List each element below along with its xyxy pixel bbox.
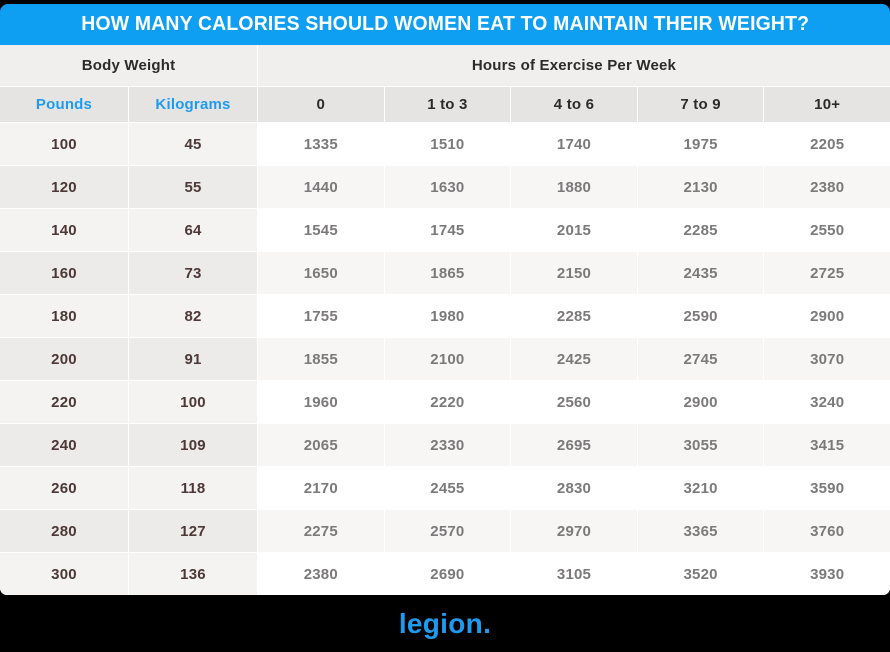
calorie-cell: 2900: [764, 295, 890, 337]
body-weight-cell: 280: [0, 510, 128, 552]
calorie-cell: 2380: [764, 166, 890, 208]
calorie-cell: 1335: [258, 123, 384, 165]
calorie-cell: 2725: [764, 252, 890, 294]
calorie-cell: 3365: [637, 510, 764, 552]
calorie-cell: 2065: [258, 424, 384, 466]
calorie-cell: 1630: [384, 166, 511, 208]
calorie-cell: 1980: [384, 295, 511, 337]
calorie-cell: 3070: [764, 338, 890, 380]
body-weight-cell: 140: [0, 209, 128, 251]
calorie-cell: 1740: [511, 123, 637, 165]
body-weight-cell: 180: [0, 295, 128, 337]
calorie-cell: 3520: [637, 553, 764, 595]
calorie-cell: 1960: [258, 381, 384, 423]
calorie-cell: 1880: [511, 166, 637, 208]
body-weight-cell: 55: [129, 166, 257, 208]
calorie-cell: 3930: [764, 553, 890, 595]
calorie-cell: 3055: [637, 424, 764, 466]
calorie-cell: 2100: [384, 338, 511, 380]
body-weight-cell: 118: [129, 467, 257, 509]
calorie-cell: 2015: [511, 209, 637, 251]
calorie-cell: 2205: [764, 123, 890, 165]
body-weight-cell: 64: [129, 209, 257, 251]
calorie-cell: 1545: [258, 209, 384, 251]
calorie-cell: 2745: [637, 338, 764, 380]
calorie-cell: 2900: [637, 381, 764, 423]
calorie-cell: 2970: [511, 510, 637, 552]
body-weight-cell: 300: [0, 553, 128, 595]
column-header-1-to-3-hours: 1 to 3: [384, 87, 511, 122]
legion-logo: legion.: [398, 608, 492, 639]
calorie-cell: 1440: [258, 166, 384, 208]
calorie-cell: 2690: [384, 553, 511, 595]
body-weight-cell: 220: [0, 381, 128, 423]
calorie-cell: 3240: [764, 381, 890, 423]
body-weight-cell: 82: [129, 295, 257, 337]
body-weight-cell: 100: [0, 123, 128, 165]
calorie-cell: 2435: [637, 252, 764, 294]
body-weight-cell: 240: [0, 424, 128, 466]
calorie-cell: 1865: [384, 252, 511, 294]
body-weight-cell: 109: [129, 424, 257, 466]
calorie-table: Body Weight Hours of Exercise Per Week P…: [0, 45, 890, 595]
calorie-cell: 3210: [637, 467, 764, 509]
body-weight-cell: 120: [0, 166, 128, 208]
calorie-cell: 2130: [637, 166, 764, 208]
calorie-cell: 2425: [511, 338, 637, 380]
column-header-kilograms: Kilograms: [129, 87, 257, 122]
calorie-cell: 3760: [764, 510, 890, 552]
body-weight-cell: 260: [0, 467, 128, 509]
calorie-cell: 2220: [384, 381, 511, 423]
calorie-cell: 1510: [384, 123, 511, 165]
calorie-cell: 1755: [258, 295, 384, 337]
body-weight-cell: 160: [0, 252, 128, 294]
group-header-exercise-hours: Hours of Exercise Per Week: [258, 45, 890, 86]
calorie-cell: 3590: [764, 467, 890, 509]
calorie-cell: 2830: [511, 467, 637, 509]
calorie-cell: 1855: [258, 338, 384, 380]
body-weight-cell: 100: [129, 381, 257, 423]
calorie-cell: 2695: [511, 424, 637, 466]
calorie-cell: 2170: [258, 467, 384, 509]
column-header-4-to-6-hours: 4 to 6: [511, 87, 637, 122]
calorie-cell: 2560: [511, 381, 637, 423]
calorie-cell: 2330: [384, 424, 511, 466]
calorie-cell: 2285: [511, 295, 637, 337]
calorie-cell: 1975: [637, 123, 764, 165]
body-weight-cell: 200: [0, 338, 128, 380]
column-header-0-hours: 0: [258, 87, 384, 122]
title-bar: HOW MANY CALORIES SHOULD WOMEN EAT TO MA…: [0, 4, 890, 45]
footer-bar: legion.: [0, 596, 890, 652]
calorie-cell: 2285: [637, 209, 764, 251]
body-weight-cell: 136: [129, 553, 257, 595]
calorie-cell: 3415: [764, 424, 890, 466]
group-header-body-weight: Body Weight: [0, 45, 257, 86]
calorie-cell: 2150: [511, 252, 637, 294]
calorie-cell: 3105: [511, 553, 637, 595]
column-header-pounds: Pounds: [0, 87, 128, 122]
calorie-cell: 2590: [637, 295, 764, 337]
calorie-cell: 2380: [258, 553, 384, 595]
column-header-10-plus-hours: 10+: [764, 87, 890, 122]
body-weight-cell: 91: [129, 338, 257, 380]
body-weight-cell: 45: [129, 123, 257, 165]
calorie-cell: 2275: [258, 510, 384, 552]
body-weight-cell: 73: [129, 252, 257, 294]
table-card: HOW MANY CALORIES SHOULD WOMEN EAT TO MA…: [0, 4, 890, 595]
calorie-cell: 2570: [384, 510, 511, 552]
calorie-cell: 2550: [764, 209, 890, 251]
calorie-cell: 2455: [384, 467, 511, 509]
calorie-cell: 1650: [258, 252, 384, 294]
column-header-7-to-9-hours: 7 to 9: [637, 87, 764, 122]
calorie-cell: 1745: [384, 209, 511, 251]
page-title: HOW MANY CALORIES SHOULD WOMEN EAT TO MA…: [81, 13, 809, 35]
body-weight-cell: 127: [129, 510, 257, 552]
